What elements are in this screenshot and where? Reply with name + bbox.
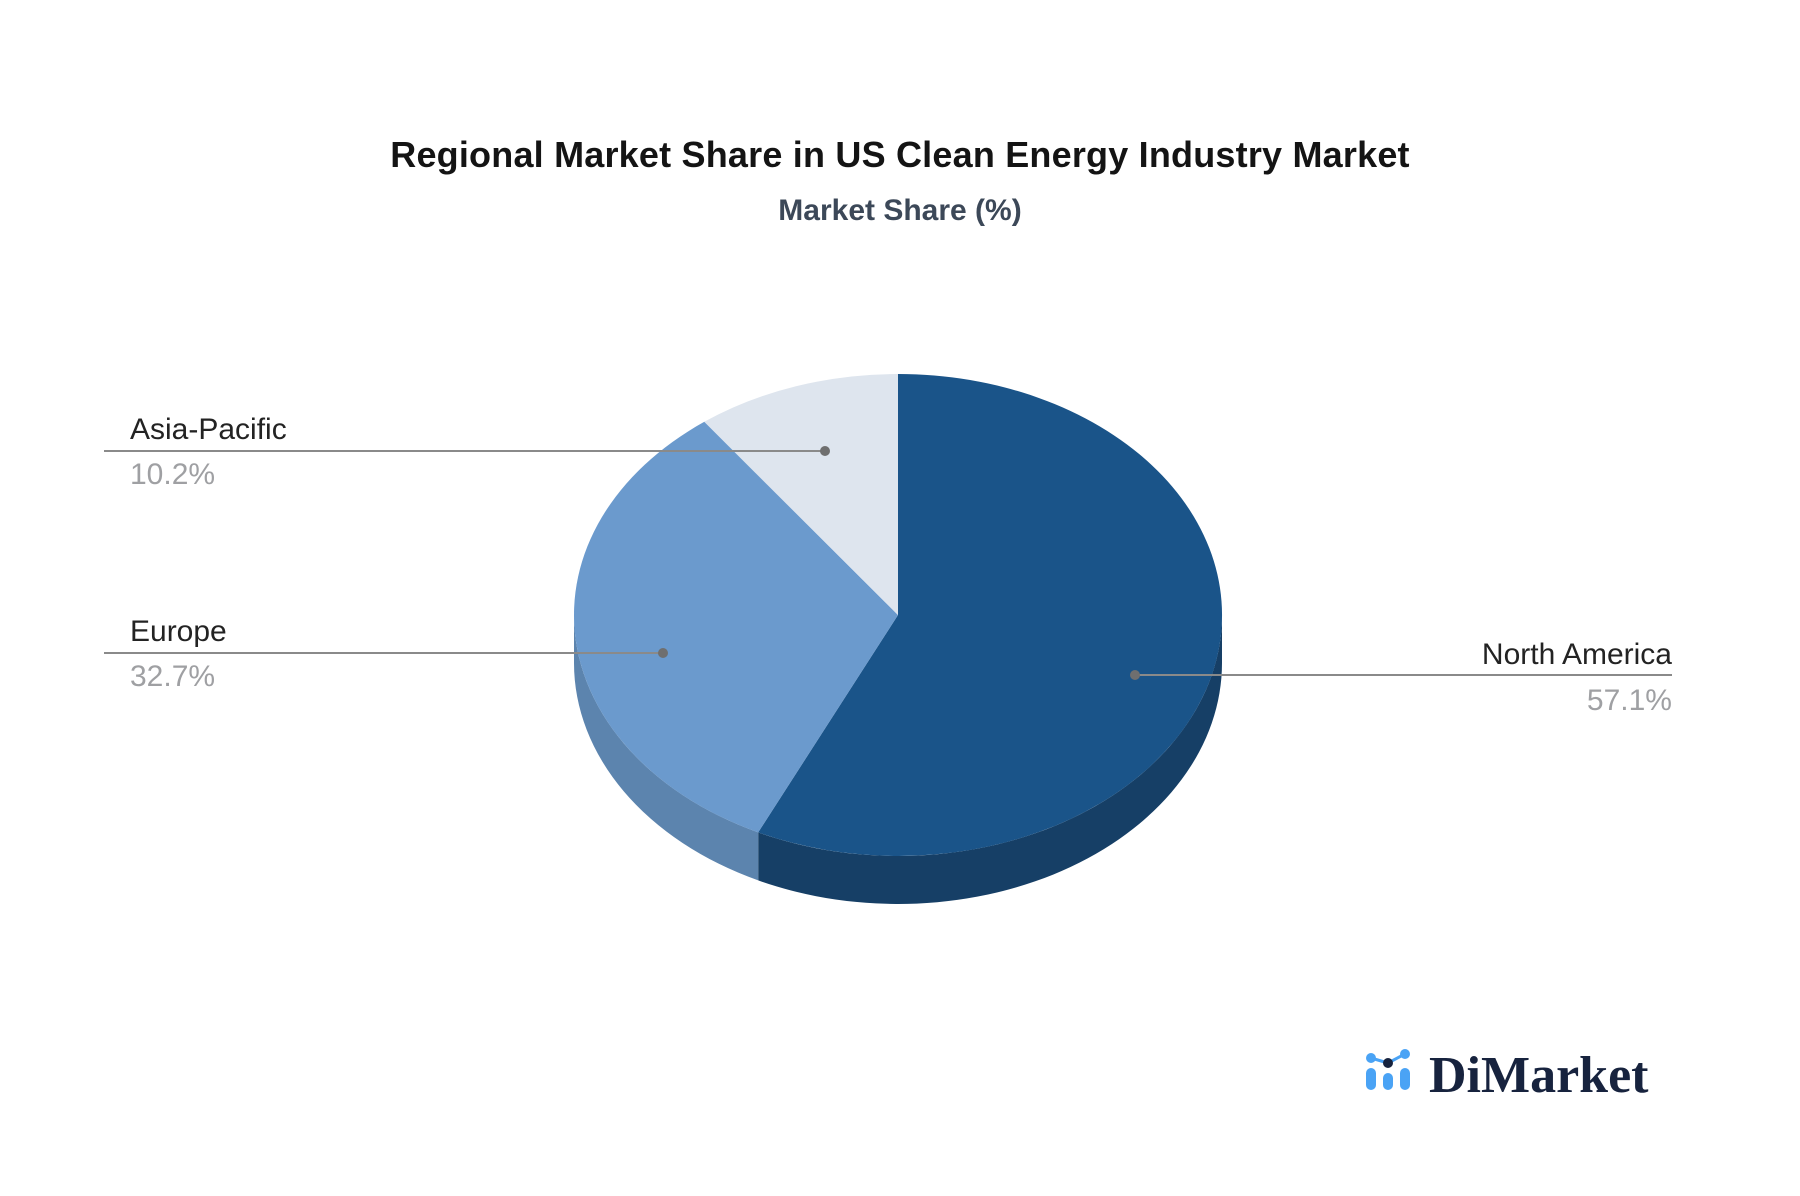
leader-lines [104, 450, 1672, 676]
bar-line-chart-icon [1366, 1049, 1410, 1090]
slice-value: 57.1% [1586, 684, 1672, 717]
slice-value: 32.7% [130, 660, 216, 693]
leader-dot-europe [658, 648, 668, 658]
slice-value: 10.2% [130, 458, 216, 491]
slice-name: North America [1481, 638, 1672, 671]
slice-label-europe: Europe 32.7% [130, 615, 227, 694]
leader-dot-north-america [1130, 670, 1140, 680]
pie-slice-north-america[interactable] [758, 374, 1223, 857]
slice-label-asia-pacific: Asia-Pacific 10.2% [130, 413, 287, 492]
slice-name: Asia-Pacific [130, 413, 287, 446]
dimarket-logo: DiMarket [1366, 1038, 1648, 1102]
logo-text: DiMarket [1429, 1047, 1649, 1104]
leader-dot-asia-pacific [820, 446, 830, 456]
pie-slices [574, 374, 1223, 857]
pie-slice-europe[interactable] [574, 421, 898, 833]
slice-name: Europe [130, 615, 227, 648]
leader-dots [658, 446, 1140, 680]
pie-slice-asia-pacific[interactable] [704, 374, 898, 615]
chart-subtitle: Market Share (%) [778, 194, 1022, 227]
pie-slice-side-north-america [758, 615, 1222, 904]
chart-title: Regional Market Share in US Clean Energy… [390, 134, 1410, 175]
pie-slice-side-europe [574, 615, 759, 881]
pie-3d-rims [574, 615, 1222, 904]
slice-label-north-america: North America 57.1% [1482, 638, 1672, 718]
